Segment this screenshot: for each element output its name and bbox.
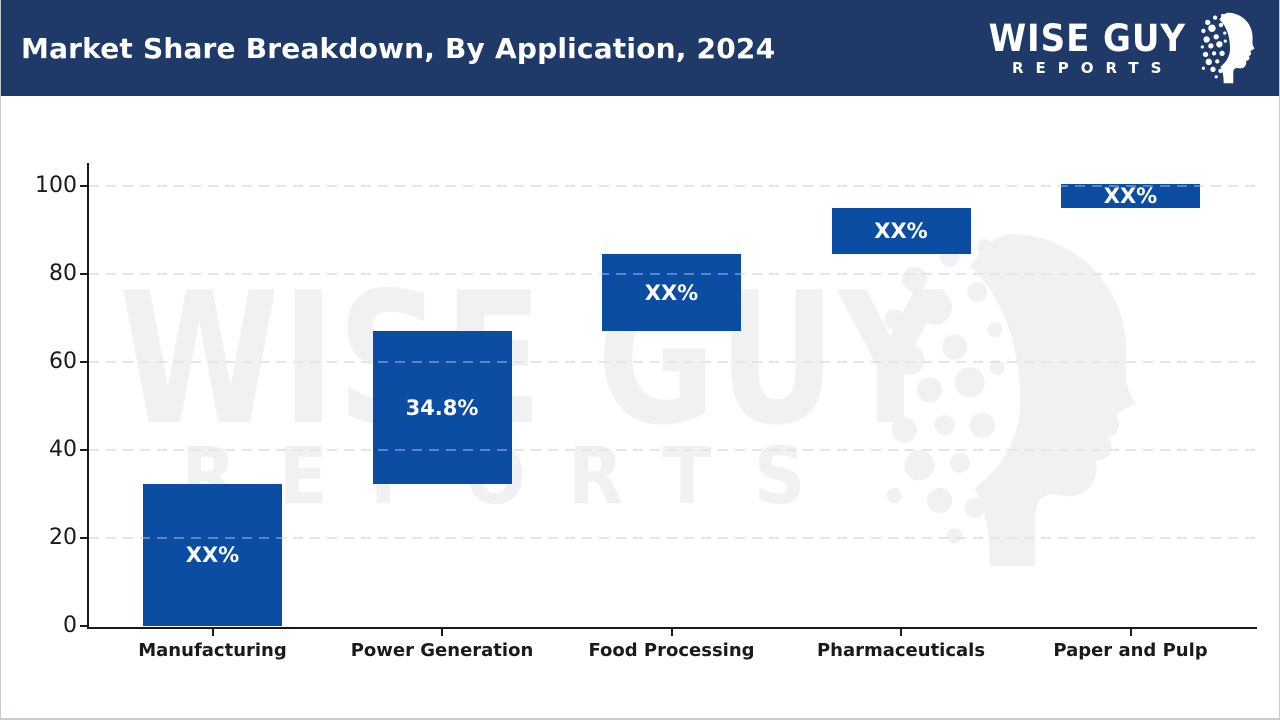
y-tick-mark-80 [80, 273, 89, 275]
header: Market Share Breakdown, By Application, … [1, 0, 1279, 96]
bar-label-food-processing: XX% [644, 280, 699, 305]
gridline-overlay-100 [89, 185, 1257, 187]
brand-logo: WISE GUY REPORTS [980, 10, 1261, 86]
gridline-100 [89, 185, 1257, 187]
gridline-overlay-60 [89, 361, 1257, 363]
gridline-overlay-80 [89, 273, 1257, 275]
y-tick-label-0: 0 [63, 613, 77, 638]
bar-pharmaceuticals: XX% [831, 208, 971, 255]
page-title: Market Share Breakdown, By Application, … [21, 31, 776, 65]
x-tick-mark-manufacturing [211, 628, 214, 636]
bar-label-power-generation: 34.8% [405, 395, 479, 420]
logo-text: WISE GUY REPORTS [980, 20, 1195, 76]
bar-paper-and-pulp: XX% [1061, 184, 1200, 208]
gridline-40 [89, 449, 1257, 451]
gridline-overlay-20 [89, 537, 1257, 539]
y-tick-mark-20 [80, 537, 89, 539]
y-tick-label-80: 80 [49, 261, 77, 286]
bar-food-processing: XX% [602, 254, 741, 332]
x-tick-mark-power-generation [441, 628, 443, 636]
bar-power-generation: 34.8% [372, 331, 512, 485]
logo-brand-text: WISE GUY [988, 17, 1187, 60]
y-tick-mark-100 [80, 185, 89, 187]
x-tick-mark-pharmaceuticals [900, 628, 902, 636]
gridline-60 [89, 361, 1257, 363]
gridline-20 [89, 537, 1257, 539]
bar-manufacturing: XX% [143, 484, 282, 626]
y-tick-mark-0 [80, 625, 89, 627]
gridline-overlay-40 [89, 449, 1257, 451]
y-tick-label-100: 100 [35, 173, 77, 198]
bar-label-manufacturing: XX% [185, 543, 240, 568]
x-label-food-processing: Food Processing [588, 640, 755, 661]
x-label-manufacturing: Manufacturing [138, 640, 287, 661]
y-tick-mark-60 [80, 361, 89, 363]
logo-sub-text: REPORTS [1011, 59, 1174, 77]
bar-label-paper-and-pulp: XX% [1103, 184, 1158, 209]
x-label-paper-and-pulp: Paper and Pulp [1053, 640, 1208, 661]
y-tick-label-40: 40 [49, 437, 77, 462]
x-label-pharmaceuticals: Pharmaceuticals [816, 640, 986, 661]
x-tick-mark-paper-and-pulp [1129, 628, 1132, 636]
y-tick-mark-40 [80, 449, 89, 451]
bar-label-pharmaceuticals: XX% [874, 219, 928, 244]
x-label-power-generation: Power Generation [350, 640, 534, 661]
y-axis [87, 163, 89, 629]
x-tick-mark-food-processing [670, 628, 673, 636]
y-tick-label-20: 20 [49, 525, 77, 550]
y-tick-label-60: 60 [49, 349, 77, 374]
